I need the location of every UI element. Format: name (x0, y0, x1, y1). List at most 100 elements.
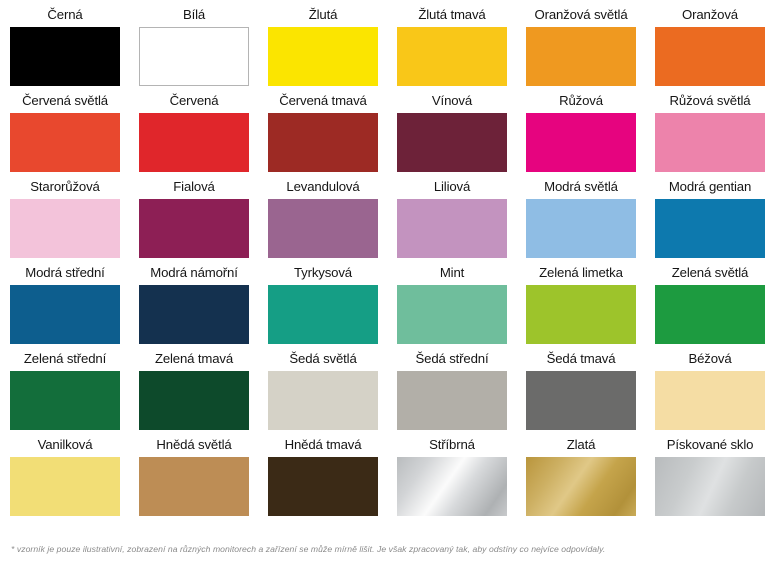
swatch-cell[interactable]: Modrá střední (10, 264, 120, 350)
swatch-color-chip[interactable] (139, 457, 249, 516)
swatch-cell[interactable]: Růžová světlá (655, 92, 765, 178)
swatch-color-chip[interactable] (397, 27, 507, 86)
swatch-color-chip[interactable] (268, 27, 378, 86)
swatch-cell[interactable]: Růžová (526, 92, 636, 178)
swatch-label: Zlatá (566, 437, 596, 452)
swatch-cell[interactable]: Šedá tmavá (526, 350, 636, 436)
swatch-label: Červená světlá (22, 93, 108, 108)
swatch-grid: Černá Bílá Žlutá Žlutá tmavá Oranžová světlá… (10, 6, 765, 522)
swatch-cell[interactable]: Hnědá světlá (139, 436, 249, 522)
swatch-label: Bílá (182, 7, 206, 22)
swatch-cell[interactable]: Vínová (397, 92, 507, 178)
swatch-label: Levandulová (286, 179, 360, 194)
swatch-label: Zelená limetka (539, 265, 623, 280)
swatch-color-chip[interactable] (526, 113, 636, 172)
swatch-color-chip[interactable] (10, 199, 120, 258)
swatch-color-chip[interactable] (655, 199, 765, 258)
swatch-color-chip[interactable] (526, 457, 636, 516)
swatch-label: Tyrkysová (293, 265, 352, 280)
swatch-label: Zelená světlá (671, 265, 749, 280)
swatch-label: Šedá tmavá (546, 351, 616, 366)
swatch-label: Modrá světlá (544, 179, 618, 194)
swatch-label: Oranžová (682, 7, 738, 22)
swatch-cell[interactable]: Hnědá tmavá (268, 436, 378, 522)
swatch-color-chip[interactable] (139, 371, 249, 430)
swatch-color-chip[interactable] (10, 457, 120, 516)
swatch-label: Červená (169, 93, 219, 108)
swatch-color-chip[interactable] (268, 285, 378, 344)
swatch-cell[interactable]: Červená tmavá (268, 92, 378, 178)
swatch-color-chip[interactable] (526, 199, 636, 258)
swatch-color-chip[interactable] (397, 371, 507, 430)
swatch-color-chip[interactable] (268, 371, 378, 430)
swatch-cell[interactable]: Zlatá (526, 436, 636, 522)
swatch-color-chip[interactable] (139, 199, 249, 258)
swatch-color-chip[interactable] (655, 371, 765, 430)
swatch-label: Vínová (431, 93, 473, 108)
swatch-label: Žlutá (308, 7, 338, 22)
swatch-color-chip[interactable] (526, 285, 636, 344)
swatch-cell[interactable]: Levandulová (268, 178, 378, 264)
swatch-cell[interactable]: Vanilková (10, 436, 120, 522)
swatch-color-chip[interactable] (268, 199, 378, 258)
swatch-color-chip[interactable] (10, 113, 120, 172)
swatch-label: Šedá světlá (289, 351, 357, 366)
swatch-cell[interactable]: Žlutá tmavá (397, 6, 507, 92)
swatch-label: Starorůžová (30, 179, 100, 194)
swatch-cell[interactable]: Šedá střední (397, 350, 507, 436)
swatch-cell[interactable]: Mint (397, 264, 507, 350)
swatch-cell[interactable]: Zelená světlá (655, 264, 765, 350)
swatch-color-chip[interactable] (397, 113, 507, 172)
swatch-cell[interactable]: Modrá námořní (139, 264, 249, 350)
swatch-label: Liliová (433, 179, 471, 194)
swatch-label: Stříbrná (429, 437, 475, 452)
swatch-label: Zelená tmavá (154, 351, 234, 366)
swatch-label: Černá (47, 7, 83, 22)
swatch-cell[interactable]: Oranžová (655, 6, 765, 92)
swatch-color-chip[interactable] (397, 457, 507, 516)
swatch-color-chip[interactable] (139, 113, 249, 172)
swatch-cell[interactable]: Zelená limetka (526, 264, 636, 350)
swatch-color-chip[interactable] (139, 27, 249, 86)
swatch-cell[interactable]: Šedá světlá (268, 350, 378, 436)
swatch-label: Šedá střední (415, 351, 489, 366)
swatch-color-chip[interactable] (397, 199, 507, 258)
swatch-color-chip[interactable] (397, 285, 507, 344)
swatch-cell[interactable]: Červená (139, 92, 249, 178)
swatch-color-chip[interactable] (526, 27, 636, 86)
swatch-color-chip[interactable] (655, 113, 765, 172)
swatch-cell[interactable]: Zelená tmavá (139, 350, 249, 436)
swatch-color-chip[interactable] (655, 457, 765, 516)
swatch-cell[interactable]: Bílá (139, 6, 249, 92)
swatch-cell[interactable]: Oranžová světlá (526, 6, 636, 92)
swatch-color-chip[interactable] (268, 457, 378, 516)
swatch-color-chip[interactable] (139, 285, 249, 344)
swatch-cell[interactable]: Stříbrná (397, 436, 507, 522)
swatch-cell[interactable]: Fialová (139, 178, 249, 264)
swatch-color-chip[interactable] (526, 371, 636, 430)
swatch-color-chip[interactable] (10, 285, 120, 344)
swatch-cell[interactable]: Zelená střední (10, 350, 120, 436)
swatch-cell[interactable]: Modrá gentian (655, 178, 765, 264)
swatch-color-chip[interactable] (10, 27, 120, 86)
swatch-label: Pískované sklo (666, 437, 754, 452)
swatch-cell[interactable]: Žlutá (268, 6, 378, 92)
swatch-cell[interactable]: Pískované sklo (655, 436, 765, 522)
swatch-cell[interactable]: Béžová (655, 350, 765, 436)
swatch-label: Hnědá světlá (156, 437, 232, 452)
swatch-label: Žlutá tmavá (418, 7, 486, 22)
swatch-cell[interactable]: Modrá světlá (526, 178, 636, 264)
swatch-color-chip[interactable] (655, 27, 765, 86)
swatch-label: Oranžová světlá (534, 7, 628, 22)
swatch-label: Modrá gentian (668, 179, 752, 194)
swatch-cell[interactable]: Liliová (397, 178, 507, 264)
swatch-cell[interactable]: Tyrkysová (268, 264, 378, 350)
swatch-cell[interactable]: Starorůžová (10, 178, 120, 264)
swatch-cell[interactable]: Černá (10, 6, 120, 92)
swatch-color-chip[interactable] (268, 113, 378, 172)
swatch-cell[interactable]: Červená světlá (10, 92, 120, 178)
swatch-color-chip[interactable] (10, 371, 120, 430)
swatch-color-chip[interactable] (655, 285, 765, 344)
swatch-label: Hnědá tmavá (284, 437, 362, 452)
